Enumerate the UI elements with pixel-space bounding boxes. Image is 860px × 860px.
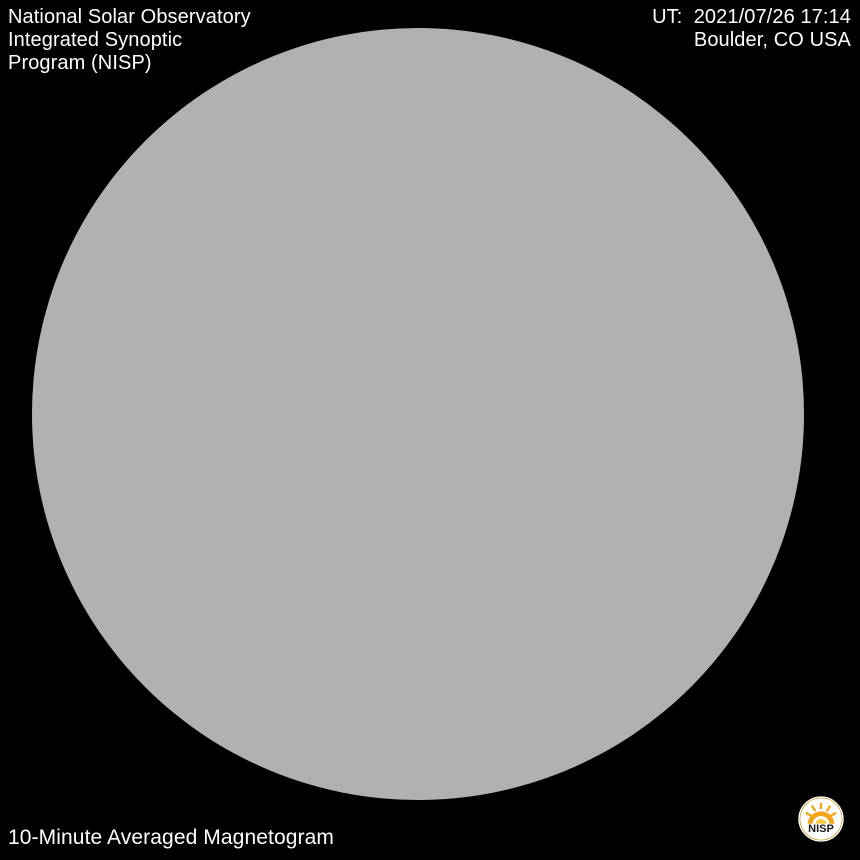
observatory-title: National Solar Observatory Integrated Sy… (8, 6, 251, 74)
sun-rays-icon (805, 802, 837, 817)
image-caption: 10-Minute Averaged Magnetogram (8, 826, 334, 849)
solar-disk (32, 28, 804, 800)
solar-disk-noise-texture (32, 28, 804, 800)
nisp-logo: NISP (797, 795, 845, 843)
solar-disk-limb-shading (32, 28, 804, 800)
observation-timestamp-location: UT: 2021/07/26 17:14 Boulder, CO USA (652, 6, 851, 51)
sun-core-icon (815, 819, 827, 825)
nisp-logo-text: NISP (808, 823, 834, 835)
